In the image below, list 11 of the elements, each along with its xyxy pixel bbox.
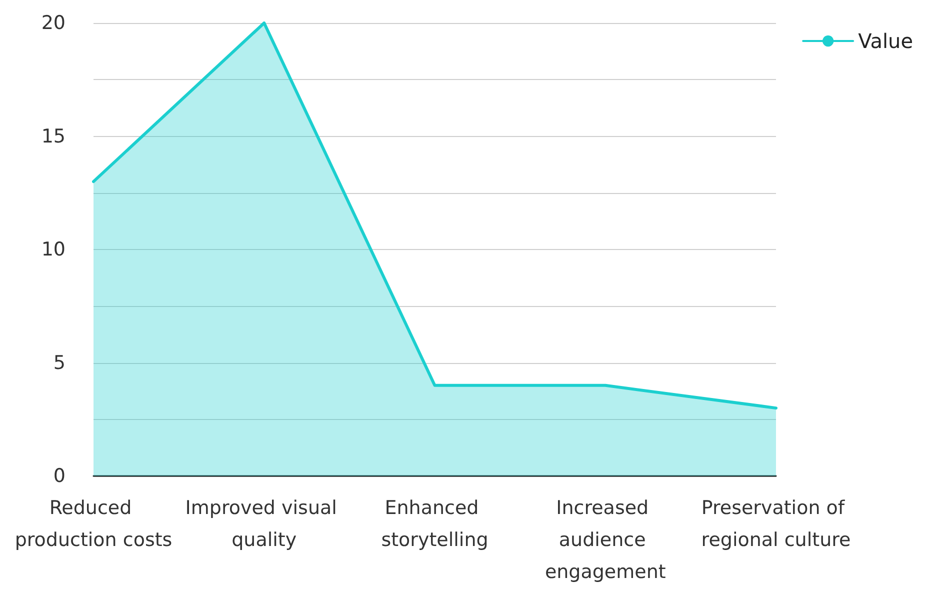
x-tick-label: Reduced production costs bbox=[14, 497, 172, 551]
x-tick-label: Improved visual quality bbox=[185, 497, 343, 551]
x-tick-label: Enhanced storytelling bbox=[381, 497, 488, 551]
x-tick-label: Increased audience engagement bbox=[544, 497, 666, 583]
y-tick-label: 5 bbox=[53, 352, 66, 374]
y-tick-label: 10 bbox=[41, 238, 66, 260]
y-tick-label: 20 bbox=[41, 12, 66, 34]
y-tick-label: 15 bbox=[41, 125, 66, 148]
y-tick-label: 0 bbox=[53, 465, 66, 487]
x-tick-label: Preservation of regional culture bbox=[701, 497, 851, 551]
legend-label: Value bbox=[858, 29, 913, 53]
